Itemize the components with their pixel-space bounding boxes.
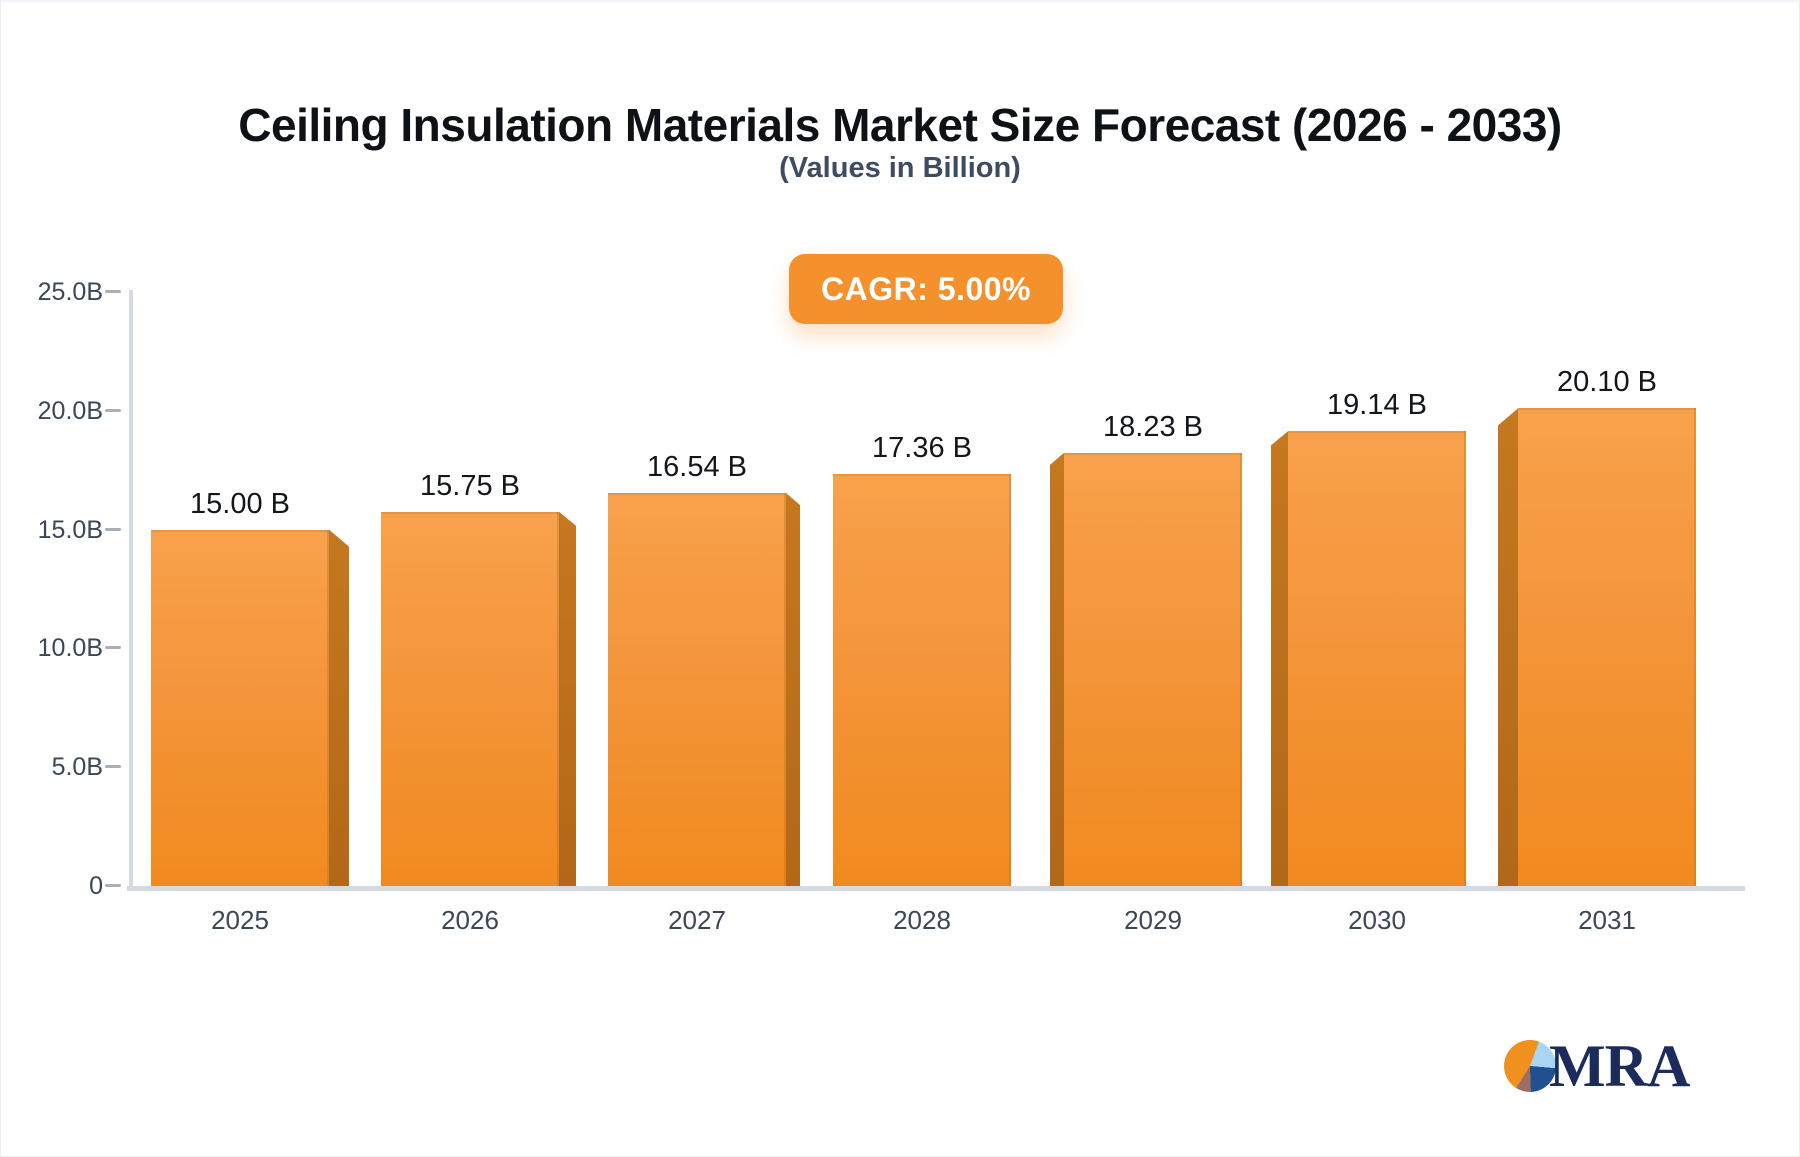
bar-side-face xyxy=(1050,452,1064,886)
bar-side-face xyxy=(329,529,349,886)
chart-subtitle: (Values in Billion) xyxy=(779,152,1021,184)
x-tick-label: 2025 xyxy=(211,905,269,935)
y-tick-dash xyxy=(105,884,121,887)
y-tick-dash xyxy=(105,527,121,531)
bar-2031 xyxy=(1518,408,1696,886)
y-tick-label: 25.0B xyxy=(37,278,103,306)
bar-value-label: 16.54 B xyxy=(647,451,747,483)
bar-2027 xyxy=(608,493,786,886)
cagr-badge: CAGR: 5.00% xyxy=(789,254,1063,324)
x-tick-label: 2028 xyxy=(893,905,951,935)
bar-side-face xyxy=(559,511,576,886)
brand-logo-text: MRA xyxy=(1549,1033,1690,1099)
bar-value-label: 15.75 B xyxy=(420,469,520,502)
bar-value-label: 17.36 B xyxy=(872,431,972,464)
pie-chart-logo-icon xyxy=(1504,1040,1556,1092)
y-tick-label: 5.0B xyxy=(51,753,103,782)
y-axis-line xyxy=(129,290,133,890)
x-tick-label: 2030 xyxy=(1348,905,1406,935)
bar-2025 xyxy=(151,529,329,886)
y-tick-label: 15.0B xyxy=(37,515,103,544)
bar-side-face xyxy=(1498,408,1518,886)
bar-2026 xyxy=(381,511,559,886)
cagr-badge-label: CAGR: 5.00% xyxy=(821,270,1031,307)
x-tick-label: 2031 xyxy=(1578,905,1636,935)
brand-logo: MRA xyxy=(1504,1033,1690,1099)
x-tick-label: 2026 xyxy=(441,905,499,935)
x-tick-label: 2027 xyxy=(668,905,726,935)
bar-side-face xyxy=(786,493,800,886)
x-tick-label: 2029 xyxy=(1124,905,1182,935)
bar-2030 xyxy=(1288,431,1466,886)
bar-side-face xyxy=(1271,431,1288,886)
bar-value-label: 18.23 B xyxy=(1103,410,1203,443)
bar-value-label: 19.14 B xyxy=(1327,389,1427,422)
y-tick-label: 20.0B xyxy=(37,396,103,425)
chart-title: Ceiling Insulation Materials Market Size… xyxy=(238,99,1562,151)
bar-value-label: 20.10 B xyxy=(1557,366,1657,399)
y-tick-dash xyxy=(105,765,121,769)
bar-2028 xyxy=(833,473,1011,886)
y-tick-label: 10.0B xyxy=(37,634,103,663)
y-tick-dash xyxy=(105,408,121,412)
y-tick-label: 0 xyxy=(89,872,103,900)
y-tick-dash xyxy=(105,290,121,293)
x-axis-line xyxy=(127,886,1745,891)
bar-value-label: 15.00 B xyxy=(190,487,290,520)
y-tick-dash xyxy=(105,646,121,650)
bar-2029 xyxy=(1064,452,1242,886)
